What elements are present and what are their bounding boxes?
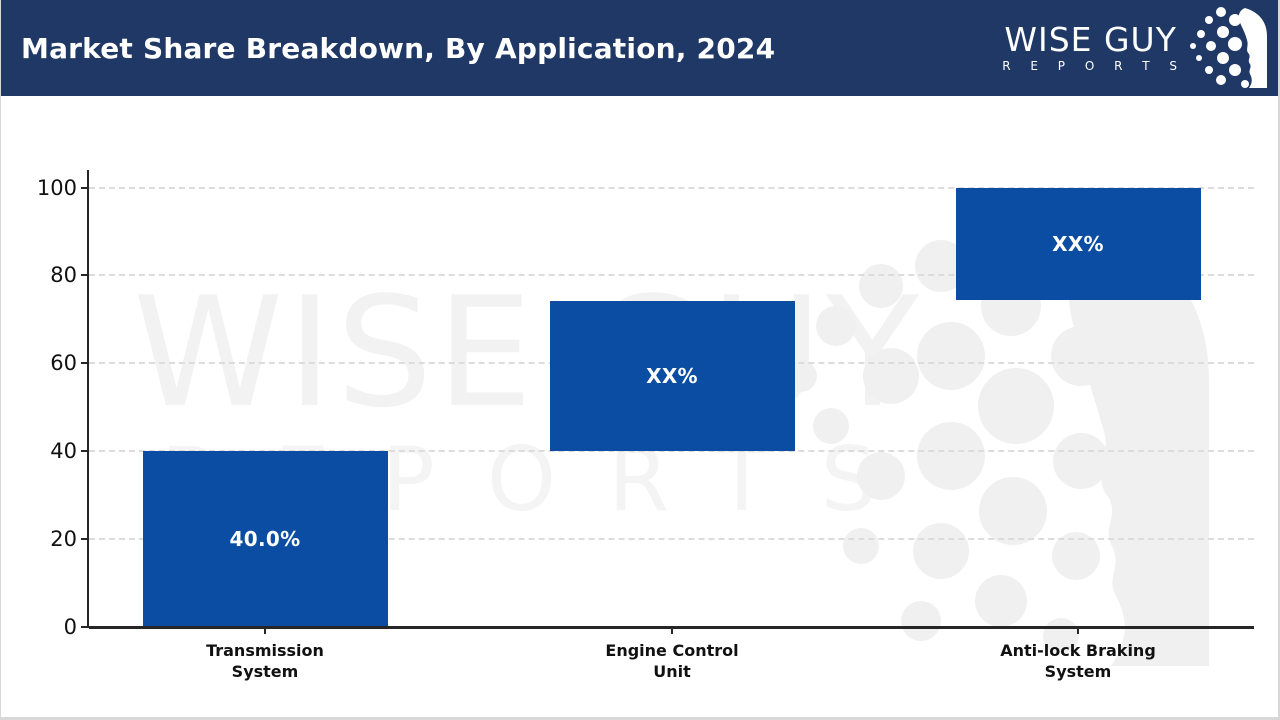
header-bar: Market Share Breakdown, By Application, … (1, 0, 1278, 96)
page-title: Market Share Breakdown, By Application, … (21, 31, 776, 65)
dotted-face-icon (1190, 7, 1267, 88)
bar-value-label: XX% (646, 363, 698, 388)
y-axis-tick-mark (81, 626, 89, 628)
y-axis-tick-mark (81, 538, 89, 541)
watermark-face-icon (785, 226, 1210, 666)
y-axis-tick-mark (81, 362, 89, 365)
bar-segment: XX% (549, 300, 795, 452)
y-gridline (89, 450, 1254, 453)
y-gridline (89, 186, 1254, 189)
y-axis-tick-mark (81, 186, 89, 189)
x-axis-tick-mark (264, 629, 266, 634)
y-axis-tick-label: 40 (50, 439, 77, 464)
y-gridline (89, 274, 1254, 277)
category-label: Anti-lock Braking System (1000, 641, 1156, 682)
y-axis-tick-label: 0 (63, 615, 77, 639)
y-axis-tick-mark (81, 274, 89, 277)
y-axis-tick-label: 100 (36, 175, 77, 200)
x-axis-tick-mark (671, 629, 673, 634)
brand-logo-text: WISE GUY R E P O R T S (996, 19, 1185, 74)
bar-segment: 40.0% (142, 451, 388, 627)
x-axis-line (89, 626, 1254, 629)
bar-segment: XX% (955, 187, 1201, 301)
category-label: Transmission System (206, 641, 324, 682)
brand-name: WISE GUY (1004, 19, 1177, 59)
x-axis-tick-mark (1077, 629, 1079, 634)
brand-subtitle: R E P O R T S (1002, 59, 1185, 74)
brand-logo: WISE GUY R E P O R T S (996, 6, 1271, 90)
bar-value-label: 40.0% (229, 527, 301, 552)
y-axis-line (87, 170, 89, 627)
y-axis-tick-label: 20 (50, 527, 77, 552)
y-axis-tick-label: 60 (50, 351, 77, 376)
bar-value-label: XX% (1052, 232, 1104, 257)
category-label: Engine Control Unit (605, 641, 739, 682)
y-gridline (89, 538, 1254, 541)
y-axis-tick-mark (81, 450, 89, 453)
y-axis-tick-label: 80 (50, 263, 77, 288)
